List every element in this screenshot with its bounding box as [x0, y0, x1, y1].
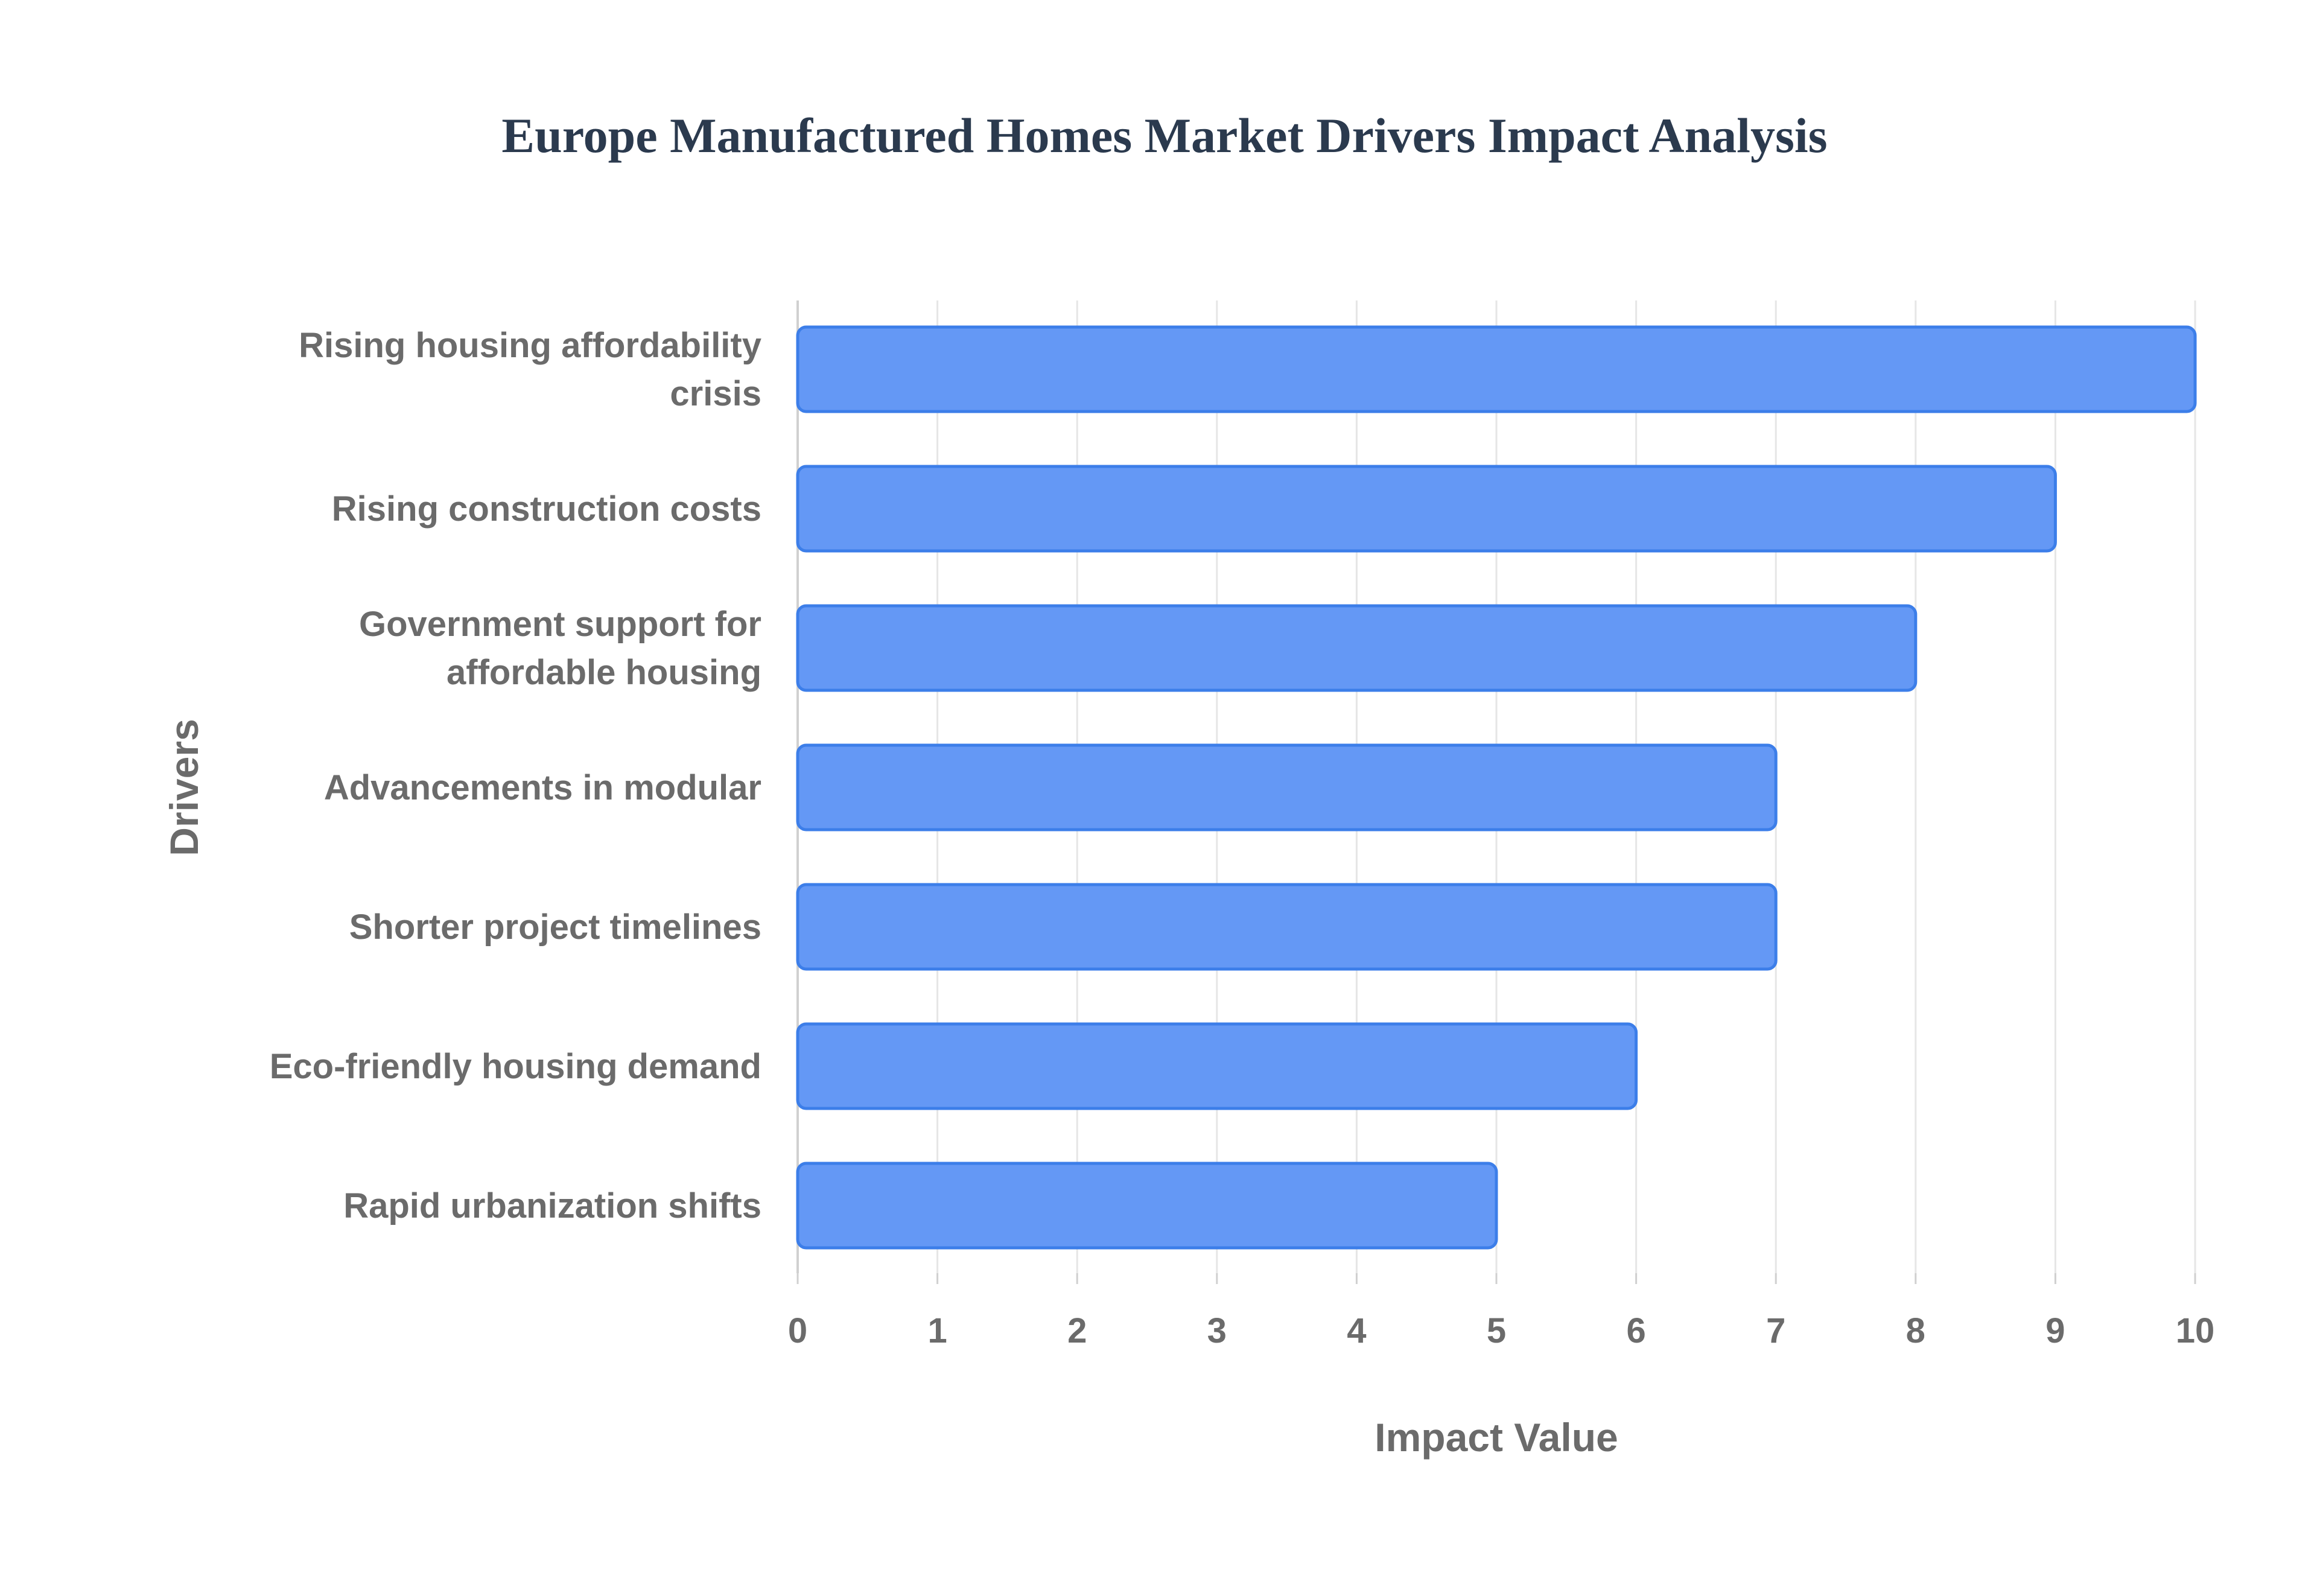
x-tick-label-4: 4	[1347, 1311, 1366, 1350]
x-tick-label-0: 0	[788, 1311, 807, 1350]
category-label-line: Eco-friendly housing demand	[270, 1047, 761, 1086]
x-tick-label-8: 8	[1906, 1311, 1925, 1350]
x-tick-label-5: 5	[1487, 1311, 1506, 1350]
category-labels: Rising housing affordability crisisRising…	[270, 326, 761, 1226]
bar-2	[796, 465, 2057, 553]
bar-6	[796, 1022, 1638, 1110]
x-tick-labels: 0 1 2 3 4 5 6 7 8 9 10	[788, 1311, 2214, 1350]
bar-1	[796, 325, 2197, 413]
bar-4	[796, 743, 1778, 831]
category-label-6: Eco-friendly housing demand	[270, 1047, 761, 1086]
category-label-line: crisis	[670, 374, 761, 413]
x-tick-label-2: 2	[1067, 1311, 1087, 1350]
bars	[796, 325, 2197, 1250]
category-label-line: Rising construction costs	[332, 489, 761, 529]
category-label-line: Government support for	[359, 605, 761, 644]
x-tick-label-10: 10	[2176, 1311, 2215, 1350]
category-label-line: Shorter project timelines	[349, 908, 761, 947]
x-tick-label-7: 7	[1766, 1311, 1785, 1350]
chart-title: Europe Manufactured Homes Market Drivers…	[501, 108, 1827, 163]
category-label-3: Government support for affordable housing	[359, 605, 761, 692]
y-axis-title: Drivers	[162, 719, 206, 856]
x-tick-label-9: 9	[2045, 1311, 2065, 1350]
bar-3	[796, 604, 1918, 692]
x-tick-label-3: 3	[1207, 1311, 1227, 1350]
category-label-line: affordable housing	[447, 653, 761, 692]
bar-7	[796, 1162, 1498, 1250]
category-label-2: Rising construction costs	[332, 489, 761, 529]
category-label-7: Rapid urbanization shifts	[343, 1186, 761, 1226]
bar-5	[796, 883, 1778, 971]
x-axis-title: Impact Value	[1375, 1415, 1618, 1460]
x-tick-label-6: 6	[1626, 1311, 1645, 1350]
category-label-line: Rising housing affordability	[299, 326, 761, 365]
category-label-4: Advancements in modular	[324, 768, 761, 807]
x-tick-label-1: 1	[927, 1311, 947, 1350]
category-label-5: Shorter project timelines	[349, 908, 761, 947]
category-label-line: Rapid urbanization shifts	[343, 1186, 761, 1226]
category-label-line: Advancements in modular	[324, 768, 761, 807]
category-label-1: Rising housing affordability crisis	[299, 326, 761, 413]
